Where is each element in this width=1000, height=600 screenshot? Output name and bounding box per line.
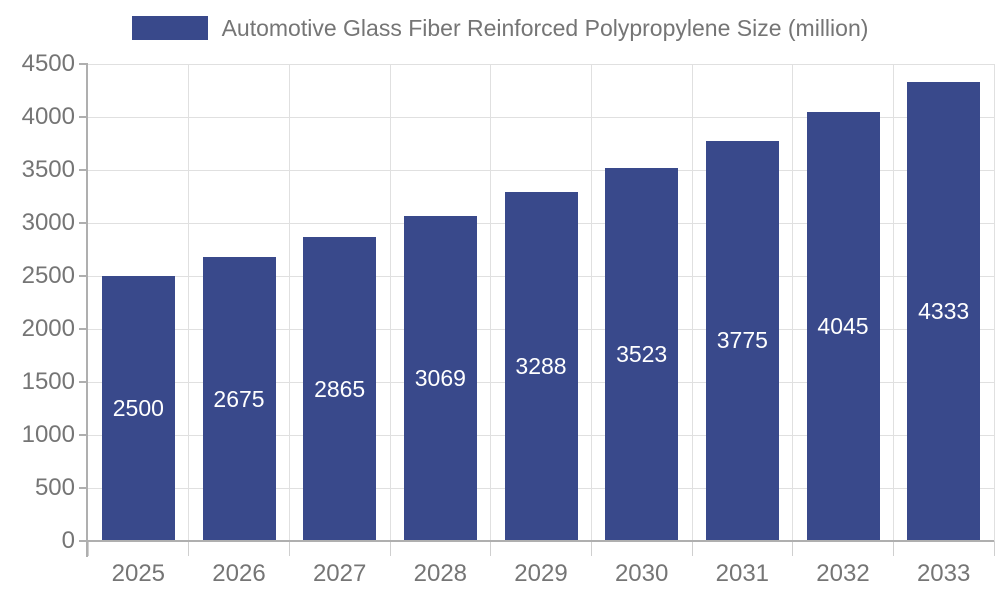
y-gridline (88, 63, 994, 65)
y-tick (79, 63, 88, 65)
bar-2028[interactable]: 3069 (403, 215, 477, 541)
legend-swatch (131, 16, 208, 40)
legend[interactable]: Automotive Glass Fiber Reinforced Polypr… (0, 14, 1000, 42)
y-tick-label: 4000 (21, 103, 75, 130)
bar-2033[interactable]: 4333 (907, 81, 981, 541)
x-gridline (590, 64, 592, 541)
x-tick (490, 541, 492, 556)
bar-value-label: 3775 (716, 327, 768, 354)
bar-value-label: 3069 (414, 364, 466, 391)
y-tick (79, 116, 88, 118)
x-tick-label: 2029 (514, 560, 568, 587)
bar-value-label: 3288 (515, 353, 567, 380)
x-tick-label: 2033 (916, 560, 971, 587)
x-tick (389, 541, 391, 556)
y-tick (79, 381, 88, 383)
x-tick-label: 2026 (212, 560, 266, 587)
y-axis-line (86, 64, 88, 557)
y-tick-label: 2000 (21, 315, 75, 342)
bar-2032[interactable]: 4045 (806, 112, 880, 541)
y-tick-label: 500 (34, 474, 75, 501)
x-gridline (993, 64, 995, 541)
y-tick (79, 434, 88, 436)
x-gridline (389, 64, 391, 541)
x-tick-label: 2032 (816, 560, 870, 587)
x-gridline (288, 64, 290, 541)
x-gridline (792, 64, 794, 541)
x-axis-line (79, 540, 994, 542)
x-tick (691, 541, 693, 556)
x-tick (892, 541, 894, 556)
x-tick-label: 2030 (614, 560, 669, 587)
y-tick-label: 2500 (21, 262, 75, 289)
x-gridline (188, 64, 190, 541)
y-tick-label: 4500 (21, 50, 75, 77)
y-tick (79, 169, 88, 171)
x-tick-label: 2028 (413, 560, 468, 587)
bar-value-label: 2865 (314, 375, 366, 402)
y-tick-label: 1500 (21, 368, 75, 395)
y-tick (79, 487, 88, 489)
y-tick (79, 328, 88, 330)
bar-value-label: 2675 (213, 385, 265, 412)
bar-value-label: 2500 (112, 395, 164, 421)
x-tick (993, 541, 995, 556)
bar-2025[interactable]: 2500 (101, 276, 175, 541)
y-tick-label: 0 (61, 527, 75, 554)
x-tick-label: 2027 (312, 560, 367, 587)
legend-label: Automotive Glass Fiber Reinforced Polypr… (221, 14, 869, 41)
x-tick (590, 541, 592, 556)
x-gridline (490, 64, 492, 541)
y-tick-label: 3000 (21, 209, 75, 236)
bar-value-label: 3523 (616, 340, 668, 367)
y-tick (79, 275, 88, 277)
bar-value-label: 4045 (817, 313, 869, 340)
x-tick-label: 2025 (111, 560, 166, 587)
x-tick (87, 541, 89, 556)
x-gridline (892, 64, 894, 541)
bar-2030[interactable]: 3523 (605, 167, 679, 541)
y-gridline (88, 169, 994, 171)
x-tick (792, 541, 794, 556)
y-tick-label: 3500 (21, 156, 75, 183)
y-tick-label: 1000 (21, 421, 75, 448)
x-tick-label: 2031 (715, 560, 770, 587)
x-gridline (691, 64, 693, 541)
bar-2027[interactable]: 2865 (303, 237, 377, 541)
bar-2026[interactable]: 2675 (202, 257, 276, 541)
bar-2029[interactable]: 3288 (504, 192, 578, 541)
bar-2031[interactable]: 3775 (705, 140, 779, 541)
y-tick (79, 222, 88, 224)
y-gridline (88, 116, 994, 118)
x-tick (188, 541, 190, 556)
bar-value-label: 4333 (918, 297, 970, 324)
x-tick (288, 541, 290, 556)
